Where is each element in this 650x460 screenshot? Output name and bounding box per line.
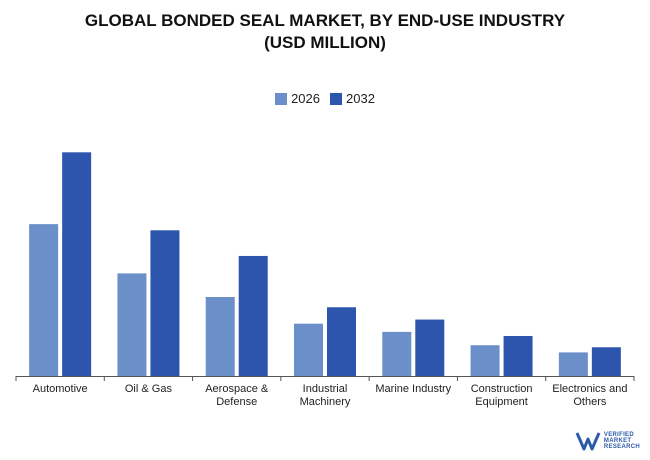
bar-2032-2	[150, 230, 180, 376]
x-tick-label-6: Construction Equipment	[471, 383, 533, 408]
bar-2032-7	[591, 347, 621, 376]
bar-2032-4	[327, 307, 356, 376]
x-tick-label-5: Marine Industry	[375, 383, 451, 395]
logo-line-1: VERIFIED	[603, 432, 634, 438]
x-tick-label-2: Oil & Gas	[125, 383, 173, 395]
legend-item-2032: 2032	[330, 91, 375, 106]
bar-2026-7	[558, 352, 588, 376]
logo-wordmark: VERIFIED MARKET RESEARCH	[604, 432, 640, 450]
chart-legend: 2026 2032	[0, 91, 650, 106]
brand-logo: VERIFIED MARKET RESEARCH	[575, 428, 640, 454]
chart-title-line-1: GLOBAL BONDED SEAL MARKET, BY END-USE IN…	[84, 11, 566, 30]
x-tick-label-7: Electronics and Others	[552, 383, 627, 408]
bar-2026-2	[117, 273, 147, 376]
x-tick-label-1: Automotive	[33, 383, 88, 395]
bar-2032-5	[415, 319, 445, 376]
bar-2026-3	[205, 296, 235, 376]
legend-item-2026: 2026	[275, 91, 320, 106]
legend-label-2032: 2032	[346, 91, 375, 106]
bar-2032-6	[503, 335, 533, 376]
x-tick-label-3: Aerospace & Defense	[205, 383, 269, 408]
legend-swatch-2032	[330, 92, 342, 105]
legend-swatch-2026	[275, 92, 288, 105]
legend-label-2026: 2026	[291, 91, 320, 106]
bar-2026-5	[382, 331, 412, 376]
chart-title-line-2: (USD MILLION)	[264, 33, 386, 52]
chart-title: GLOBAL BONDED SEAL MARKET, BY END-USE IN…	[0, 10, 650, 54]
bar-2032-3	[238, 255, 268, 376]
x-tick-label-4: Industrial Machinery	[300, 383, 351, 408]
vmr-logo-icon	[575, 432, 601, 451]
bar-2026-4	[294, 323, 323, 376]
logo-line-2: MARKET	[603, 438, 632, 444]
logo-line-3: RESEARCH	[603, 444, 640, 450]
bar-2032-1	[62, 152, 92, 376]
bar-2026-1	[29, 224, 59, 376]
bar-2026-6	[470, 345, 500, 376]
